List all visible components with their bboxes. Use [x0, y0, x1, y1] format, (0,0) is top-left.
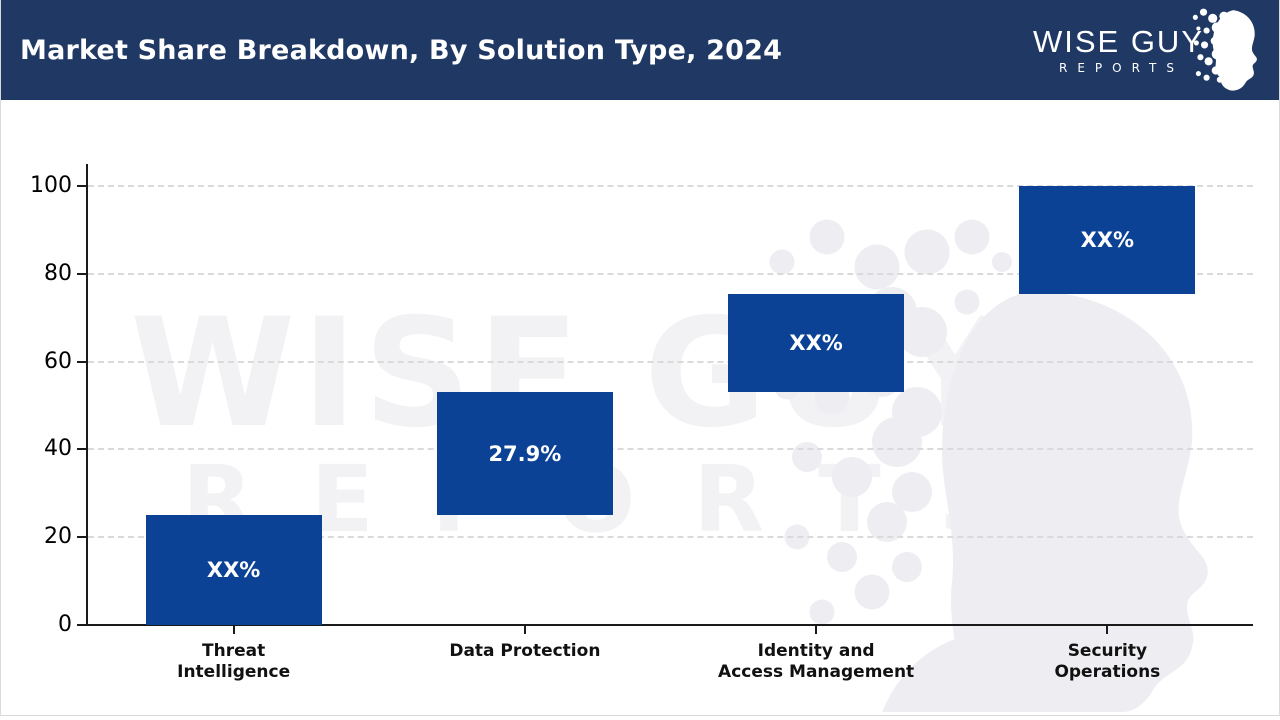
y-axis-tick-mark — [77, 624, 86, 626]
bar-value-label: XX% — [1080, 228, 1135, 253]
y-axis-tick-label: 80 — [44, 260, 72, 286]
x-axis-tick-mark — [232, 626, 235, 634]
bar-value-label: XX% — [789, 331, 843, 356]
x-axis-tick-mark — [815, 626, 818, 634]
gridline-40 — [88, 448, 1253, 451]
y-axis-tick-mark — [77, 272, 86, 275]
bar-security-operations — [1019, 186, 1196, 295]
x-axis-tick-mark — [523, 626, 526, 634]
x-axis-category-label: Data Protection — [449, 641, 601, 661]
bar-data-protection — [436, 392, 613, 515]
y-axis-tick-label: 0 — [58, 612, 72, 637]
page-title: Market Share Breakdown, By Solution Type… — [20, 34, 783, 66]
x-axis-category-label: Security Operations — [1054, 641, 1161, 682]
y-axis-tick-label: 40 — [44, 436, 72, 462]
gridline-20 — [88, 536, 1253, 539]
y-axis-line — [86, 164, 88, 626]
gridline-100 — [88, 185, 1253, 187]
logo-subtitle: REPORTS — [1058, 60, 1184, 75]
wiseguy-logo-text: WISE GUY REPORTS — [1032, 23, 1204, 75]
y-axis-tick-label: 100 — [30, 173, 72, 198]
y-axis-tick-mark — [77, 536, 86, 539]
header-bar: Market Share Breakdown, By Solution Type… — [0, 0, 1280, 100]
x-axis-category-label: Identity and Access Management — [718, 641, 915, 682]
x-axis-category-label: Threat Intelligence — [177, 641, 291, 682]
x-axis-tick-mark — [1106, 626, 1109, 634]
x-axis-line — [86, 624, 1253, 626]
logo-wordmark: WISE GUY — [1032, 23, 1204, 59]
y-axis-tick-mark — [77, 360, 86, 363]
wiseguy-logo: WISE GUY REPORTS — [1033, 4, 1262, 96]
gridline-80 — [88, 272, 1253, 275]
y-axis-tick-label: 20 — [44, 524, 72, 550]
gridline-60 — [88, 360, 1253, 363]
y-axis-tick-mark — [77, 185, 86, 187]
y-axis-tick-mark — [77, 448, 86, 451]
bar-value-label: XX% — [206, 557, 261, 582]
bar-value-label: 27.9% — [488, 441, 562, 466]
y-axis-tick-label: 60 — [44, 348, 72, 374]
wiseguy-head-logo-icon — [1188, 4, 1262, 96]
bar-threat-intelligence — [145, 514, 322, 625]
